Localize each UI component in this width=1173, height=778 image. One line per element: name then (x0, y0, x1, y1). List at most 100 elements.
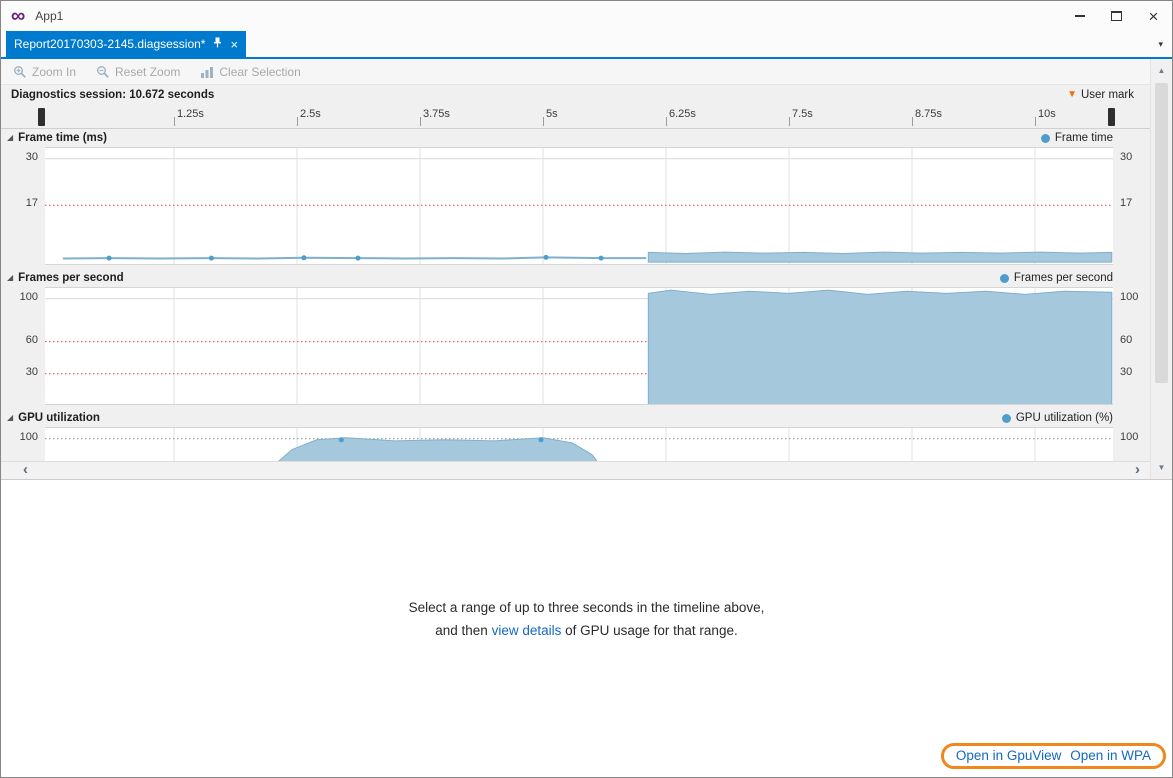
gpu-chart-canvas (45, 428, 1113, 461)
frame-time-chart-canvas (45, 148, 1113, 264)
y-axis-label: 60 (25, 334, 38, 346)
data-point-marker (355, 255, 361, 261)
window-controls: × (1061, 1, 1172, 31)
details-line2-after: of GPU usage for that range. (561, 623, 738, 638)
annotation-highlight-oval: Open in GpuView Open in WPA (940, 743, 1166, 769)
frame-time-plot[interactable] (45, 147, 1113, 265)
y-axis-right: 30 17 (1113, 147, 1150, 265)
y-axis-right: 100 60 30 (1113, 287, 1150, 405)
toolbar: Zoom In Reset Zoom Clear Selection (1, 59, 1150, 85)
chart-legend: GPU utilization (%) (1001, 412, 1113, 424)
clear-selection-button[interactable]: Clear Selection (200, 64, 301, 79)
ruler-tick-label: 1.25s (177, 108, 204, 120)
ruler-tick-label: 6.25s (669, 108, 696, 120)
maximize-button[interactable] (1098, 1, 1135, 31)
vertical-scrollbar[interactable]: ▲ ▼ (1150, 59, 1172, 479)
y-axis-label: 100 (19, 291, 38, 303)
timeline-selection-handle[interactable] (38, 108, 45, 126)
chart-body: 100 60 30 100 60 30 (1, 287, 1150, 405)
frame-time-header: ◢ Frame time (ms) Frame time (1, 129, 1150, 147)
collapse-icon[interactable]: ◢ (7, 133, 14, 142)
scroll-down-icon[interactable]: ▼ (1157, 463, 1166, 472)
scroll-right-icon[interactable]: › (1135, 461, 1140, 478)
pin-icon[interactable] (213, 37, 222, 51)
clear-selection-icon (201, 66, 214, 78)
session-duration-label: Diagnostics session: 10.672 seconds (11, 89, 215, 101)
fps-chart-canvas (45, 288, 1113, 404)
gpu-header: ◢ GPU utilization GPU utilization (%) (1, 409, 1150, 427)
tab-label: Report20170303-2145.diagsession* (14, 37, 206, 51)
timeline-selection-handle[interactable] (1108, 108, 1115, 126)
legend-label: GPU utilization (%) (1015, 412, 1113, 424)
legend-dot-icon (1001, 413, 1011, 423)
reset-zoom-button[interactable]: Reset Zoom (96, 65, 180, 79)
y-axis-left: 100 60 30 (1, 287, 45, 405)
y-axis-label: 30 (25, 151, 38, 163)
legend-label: Frames per second (1013, 272, 1113, 284)
minimize-button[interactable] (1061, 1, 1098, 31)
zoom-in-label: Zoom In (32, 64, 77, 79)
fps-plot[interactable] (45, 287, 1113, 405)
ruler-tick-label: 5s (546, 108, 558, 120)
scrollbar-thumb[interactable] (1155, 83, 1168, 383)
window-title: App1 (35, 9, 64, 23)
open-in-gpuview-link[interactable]: Open in GpuView (955, 748, 1062, 763)
ruler-tick-label: 8.75s (915, 108, 942, 120)
ruler-tick-label: 3.75s (423, 108, 450, 120)
details-message: Select a range of up to three seconds in… (1, 480, 1172, 642)
area-series (647, 289, 1113, 404)
collapse-icon[interactable]: ◢ (7, 413, 14, 422)
collapse-icon[interactable]: ◢ (7, 273, 14, 282)
details-line1: Select a range of up to three seconds in… (408, 600, 765, 615)
ruler-tick (174, 117, 175, 126)
timeline-ruler[interactable]: 1.25s 2.5s 3.75s 5s 6.25s 7.5s 8.75s 10s (1, 105, 1150, 129)
fps-header: ◢ Frames per second Frames per second (1, 269, 1150, 287)
details-panel: Select a range of up to three seconds in… (1, 479, 1172, 777)
document-well-dropdown-icon[interactable]: ▾ (1158, 39, 1163, 49)
maximize-icon (1111, 11, 1122, 21)
y-axis-label: 100 (19, 431, 38, 443)
view-details-link[interactable]: view details (491, 623, 562, 638)
user-mark-label: User mark (1080, 89, 1134, 101)
y-axis-label: 17 (1120, 197, 1133, 209)
y-axis-right: 100 (1113, 427, 1150, 461)
ruler-tick (297, 117, 298, 126)
ruler-tick-label: 7.5s (792, 108, 813, 120)
ruler-tick (666, 117, 667, 126)
data-point-marker (543, 254, 549, 260)
chart-title: Frame time (ms) (18, 132, 107, 144)
chart-title: GPU utilization (18, 412, 100, 424)
y-axis-label: 30 (1120, 151, 1133, 163)
zoom-in-button[interactable]: Zoom In (13, 65, 76, 79)
tab-diagsession-report[interactable]: Report20170303-2145.diagsession* × (6, 31, 247, 57)
close-button[interactable]: × (1135, 1, 1172, 31)
ruler-tick (789, 117, 790, 126)
chart-legend: Frame time (1040, 132, 1113, 144)
gpu-plot[interactable] (45, 427, 1113, 461)
y-axis-left: 30 17 (1, 147, 45, 265)
scroll-left-icon[interactable]: ‹ (23, 461, 28, 478)
data-point-marker (538, 437, 544, 443)
details-line2-before: and then (435, 623, 492, 638)
area-series (278, 437, 598, 461)
horizontal-scrollbar[interactable]: ‹ › (1, 461, 1150, 479)
diagnostics-content: Zoom In Reset Zoom Clear Selection Diagn… (1, 59, 1172, 479)
chart-body: 100 100 (1, 427, 1150, 461)
tab-close-icon[interactable]: × (230, 36, 239, 52)
ruler-tick-label: 10s (1038, 108, 1056, 120)
ruler-tick (543, 117, 544, 126)
scroll-up-icon[interactable]: ▲ (1157, 66, 1166, 75)
y-axis-label: 100 (1120, 431, 1139, 443)
clear-selection-label: Clear Selection (219, 64, 301, 79)
y-axis-left: 100 (1, 427, 45, 461)
close-icon: × (1148, 6, 1159, 26)
data-point-marker (301, 255, 307, 261)
reset-zoom-label: Reset Zoom (115, 64, 181, 79)
open-in-wpa-link[interactable]: Open in WPA (1070, 748, 1151, 763)
ruler-tick (912, 117, 913, 126)
data-point-marker (208, 255, 214, 261)
gpu-utilization-section: ◢ GPU utilization GPU utilization (%) 10… (1, 409, 1150, 461)
chart-title: Frames per second (18, 272, 124, 284)
legend-dot-icon (1040, 133, 1050, 143)
